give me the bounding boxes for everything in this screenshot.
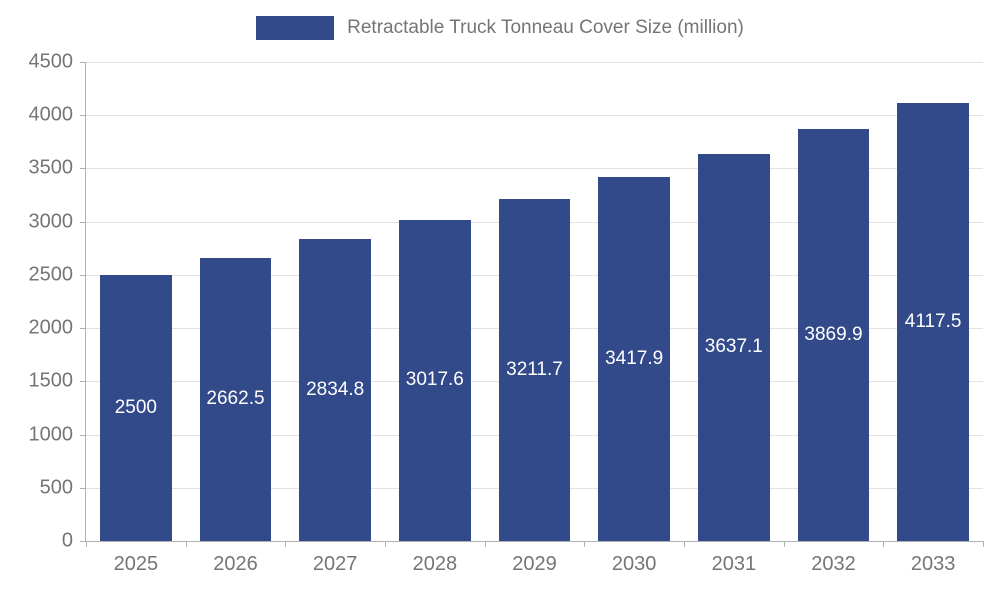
bar: 4117.5 [897, 102, 970, 541]
y-tick-mark [80, 168, 86, 170]
bar-value-label: 3017.6 [405, 369, 464, 391]
y-tick-mark [80, 62, 86, 63]
gridline [86, 168, 983, 170]
x-tick-label: 2030 [611, 553, 657, 575]
y-tick-mark [80, 221, 86, 223]
plot-area: 0 500 1000 1500 2000 2500 3000 3500 4000 4500 2500… [29, 51, 984, 575]
x-tick-label: 2028 [412, 553, 458, 575]
x-tick-mark [883, 541, 885, 547]
x-tick-mark [584, 541, 586, 547]
bar: 2662.5 [199, 257, 272, 541]
bar: 2834.8 [299, 239, 372, 541]
bar: 3637.1 [697, 153, 770, 541]
x-tick-label: 2033 [910, 553, 956, 575]
x-tick-label: 2026 [213, 553, 258, 575]
bar-value-label: 2834.8 [306, 379, 365, 401]
y-tick-mark [80, 434, 86, 436]
x-tick-mark [683, 541, 685, 547]
y-tick-label: 2500 [28, 263, 74, 286]
x-tick-mark [484, 541, 486, 547]
bar-value-label: 2662.5 [206, 388, 265, 410]
y-tick-mark [80, 115, 86, 117]
bar: 3211.7 [498, 199, 571, 541]
x-tick-mark [185, 541, 187, 547]
y-tick-label: 4500 [28, 50, 74, 73]
y-tick-mark [80, 328, 86, 330]
y-tick-label: 3500 [28, 156, 74, 179]
gridline [86, 62, 983, 63]
y-tick-label: 1000 [28, 423, 74, 446]
bar-value-label: 3417.9 [605, 348, 664, 370]
y-tick-label: 4000 [28, 103, 74, 126]
legend-label: Retractable Truck Tonneau Cover Size (mi… [347, 17, 744, 38]
y-tick-label: 1500 [28, 369, 74, 392]
y-tick-mark [80, 541, 86, 542]
bar-value-label: 3211.7 [506, 359, 563, 381]
x-tick-label: 2029 [512, 553, 557, 575]
y-tick-mark [80, 381, 86, 383]
bar-value-label: 2500 [114, 396, 157, 418]
x-tick-mark [285, 541, 287, 547]
y-tick-label: 500 [39, 476, 73, 499]
y-tick-label: 0 [61, 529, 73, 552]
y-tick-mark [80, 487, 86, 489]
x-tick-label: 2031 [711, 553, 757, 575]
bar-value-label: 3637.1 [704, 336, 763, 358]
x-tick-label: 2027 [312, 553, 358, 575]
x-tick-mark [983, 541, 984, 547]
bar: 2500 [99, 274, 172, 541]
gridline [86, 115, 983, 117]
x-tick-mark [384, 541, 386, 547]
bar: 3417.9 [598, 177, 671, 541]
bar: 3869.9 [797, 129, 870, 541]
bar-value-label: 4117.5 [904, 310, 962, 332]
x-tick-label: 2025 [113, 553, 159, 575]
x-tick-label: 2032 [811, 553, 856, 575]
x-tick-mark [86, 541, 87, 547]
bar: 3017.6 [398, 219, 471, 541]
legend-swatch [256, 16, 335, 40]
x-tick-mark [783, 541, 785, 547]
y-tick-label: 2000 [28, 316, 74, 339]
y-tick-label: 3000 [28, 210, 74, 233]
legend: Retractable Truck Tonneau Cover Size (mi… [0, 14, 1000, 42]
y-tick-mark [80, 274, 86, 276]
bar-value-label: 3869.9 [804, 324, 863, 346]
